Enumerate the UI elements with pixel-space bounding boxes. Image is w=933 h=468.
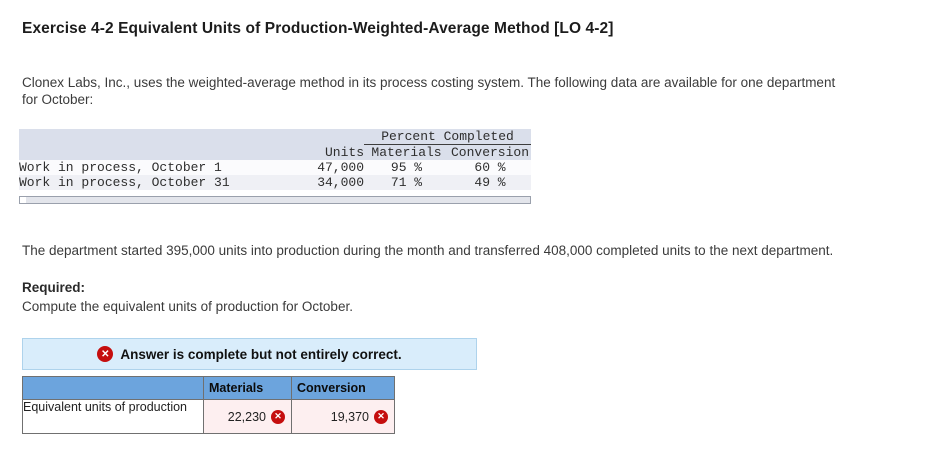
- error-x-icon: ✕: [374, 409, 388, 424]
- conversion-cell: 49 %: [449, 175, 531, 190]
- answer-header-row: Materials Conversion: [22, 376, 395, 400]
- wip-group-header-row: Percent Completed: [19, 129, 531, 145]
- answer-header-blank: [22, 376, 204, 400]
- conversion-cell: 60 %: [449, 160, 531, 175]
- scrollbar-notch: [20, 197, 26, 203]
- narrative-paragraph: The department started 395,000 units int…: [22, 243, 834, 258]
- materials-cell: 71 %: [364, 175, 449, 190]
- wip-table-container: Percent Completed Units Materials Conver…: [19, 129, 531, 204]
- spacer-cell: [19, 129, 289, 145]
- materials-column-header: Materials: [364, 144, 449, 160]
- wip-data-table: Percent Completed Units Materials Conver…: [19, 129, 531, 190]
- units-cell: 47,000: [289, 160, 364, 175]
- required-task: Compute the equivalent units of producti…: [22, 299, 353, 314]
- units-cell: 34,000: [289, 175, 364, 190]
- table-row-wip-october-31: Work in process, October 31 34,000 71 % …: [19, 175, 531, 190]
- row-label: Work in process, October 31: [19, 175, 289, 190]
- spacer-cell: [19, 144, 289, 160]
- error-x-icon: ✕: [97, 346, 114, 362]
- table-row-wip-october-1: Work in process, October 1 47,000 95 % 6…: [19, 160, 531, 175]
- exercise-page: Exercise 4-2 Equivalent Units of Product…: [0, 20, 933, 434]
- percent-completed-group-header: Percent Completed: [364, 129, 531, 145]
- error-x-icon: ✕: [271, 409, 285, 424]
- feedback-banner: ✕ Answer is complete but not entirely co…: [22, 338, 477, 370]
- materials-cell: 95 %: [364, 160, 449, 175]
- spacer-cell: [289, 129, 364, 145]
- wip-column-header-row: Units Materials Conversion: [19, 144, 531, 160]
- horizontal-scrollbar[interactable]: [19, 196, 531, 204]
- materials-answer-cell[interactable]: 22,230 ✕: [203, 399, 292, 434]
- required-label: Required:: [22, 280, 86, 295]
- units-column-header: Units: [289, 144, 364, 160]
- answer-header-materials: Materials: [203, 376, 292, 400]
- answer-table: Materials Conversion Equivalent units of…: [22, 376, 395, 434]
- feedback-message: Answer is complete but not entirely corr…: [120, 346, 402, 362]
- page-title: Exercise 4-2 Equivalent Units of Product…: [22, 20, 614, 37]
- conversion-column-header: Conversion: [449, 144, 531, 160]
- intro-paragraph: Clonex Labs, Inc., uses the weighted-ave…: [22, 75, 836, 107]
- materials-answer-value[interactable]: 22,230: [227, 409, 266, 424]
- answer-row-equivalent-units: Equivalent units of production 22,230 ✕ …: [22, 399, 395, 434]
- conversion-answer-cell[interactable]: 19,370 ✕: [291, 399, 395, 434]
- row-label: Work in process, October 1: [19, 160, 289, 175]
- conversion-answer-value[interactable]: 19,370: [330, 409, 369, 424]
- answer-header-conversion: Conversion: [291, 376, 395, 400]
- answer-row-label: Equivalent units of production: [22, 399, 204, 434]
